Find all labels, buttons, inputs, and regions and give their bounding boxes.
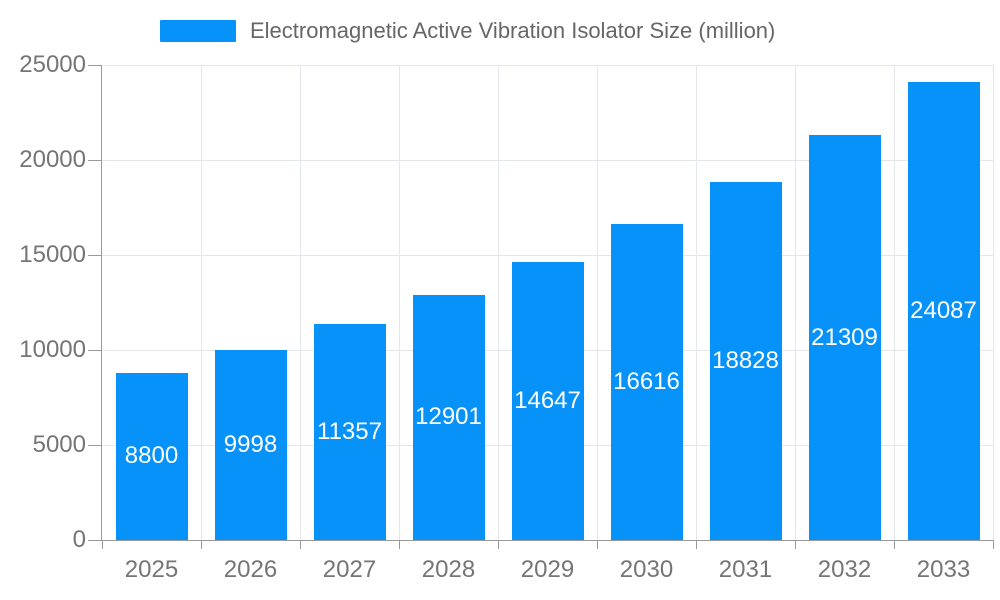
y-axis-tick [88,444,101,446]
x-axis-label: 2027 [322,556,377,583]
x-gridline [200,65,202,540]
bar-value-label: 18828 [712,347,779,375]
x-axis-label: 2033 [916,556,971,583]
y-gridline [102,254,993,256]
bar-value-label: 16616 [613,368,680,396]
bar-2029[interactable]: 14647 [511,261,584,540]
y-axis-tick [88,159,101,161]
x-axis-tick [695,540,697,549]
x-axis-tick [398,540,400,549]
x-axis-label: 2029 [520,556,575,583]
y-axis-label: 5000 [32,431,86,458]
x-axis-label: 2032 [817,556,872,583]
bar-2033[interactable]: 24087 [907,82,980,540]
x-axis-tick [596,540,598,549]
bar-value-label: 11357 [317,418,382,446]
y-axis-label: 0 [72,526,86,553]
x-gridline [398,65,400,540]
x-axis-label: 2030 [619,556,674,583]
x-axis-tick [299,540,301,549]
x-axis-tick [992,540,994,549]
legend-swatch-icon [160,20,236,42]
x-gridline [893,65,895,540]
x-gridline [299,65,301,540]
x-gridline [497,65,499,540]
bar-value-label: 12901 [415,403,482,431]
y-axis-tick [88,349,101,351]
bar-2030[interactable]: 16616 [610,224,683,540]
x-axis-label: 2031 [718,556,773,583]
y-axis-label: 20000 [19,146,86,173]
x-axis-tick [794,540,796,549]
y-axis-label: 25000 [19,51,86,78]
x-axis-tick [893,540,895,549]
x-axis-tick [497,540,499,549]
x-axis-label: 2025 [124,556,179,583]
y-gridline [102,64,993,66]
x-axis-label: 2026 [223,556,278,583]
x-axis-line [101,540,993,541]
bar-2025[interactable]: 8800 [115,372,188,540]
bar-value-label: 24087 [910,297,977,325]
y-axis-line [101,65,102,540]
bar-2031[interactable]: 18828 [709,182,782,540]
bar-2028[interactable]: 12901 [412,294,485,540]
bar-2026[interactable]: 9998 [214,350,287,540]
y-gridline [102,159,993,161]
y-axis-label: 10000 [19,336,86,363]
y-axis-tick [88,539,101,541]
x-axis-label: 2028 [421,556,476,583]
x-gridline [794,65,796,540]
y-axis-label: 15000 [19,241,86,268]
y-axis-tick [88,64,101,66]
x-axis-tick [200,540,202,549]
x-gridline [695,65,697,540]
plot-area: 8800 9998 11357 12901 14647 16616 18828 21309 24… [88,64,994,549]
bar-2032[interactable]: 21309 [808,135,881,540]
bar-value-label: 9998 [223,431,278,459]
x-gridline [596,65,598,540]
x-axis-tick [101,540,103,549]
x-gridline [992,65,994,540]
bar-value-label: 8800 [124,442,179,470]
legend-label: Electromagnetic Active Vibration Isolato… [250,18,776,43]
legend-item[interactable]: Electromagnetic Active Vibration Isolato… [160,18,775,44]
bar-2027[interactable]: 11357 [313,324,386,540]
bar-value-label: 21309 [811,323,878,351]
y-axis-tick [88,254,101,256]
bar-value-label: 14647 [514,386,581,414]
